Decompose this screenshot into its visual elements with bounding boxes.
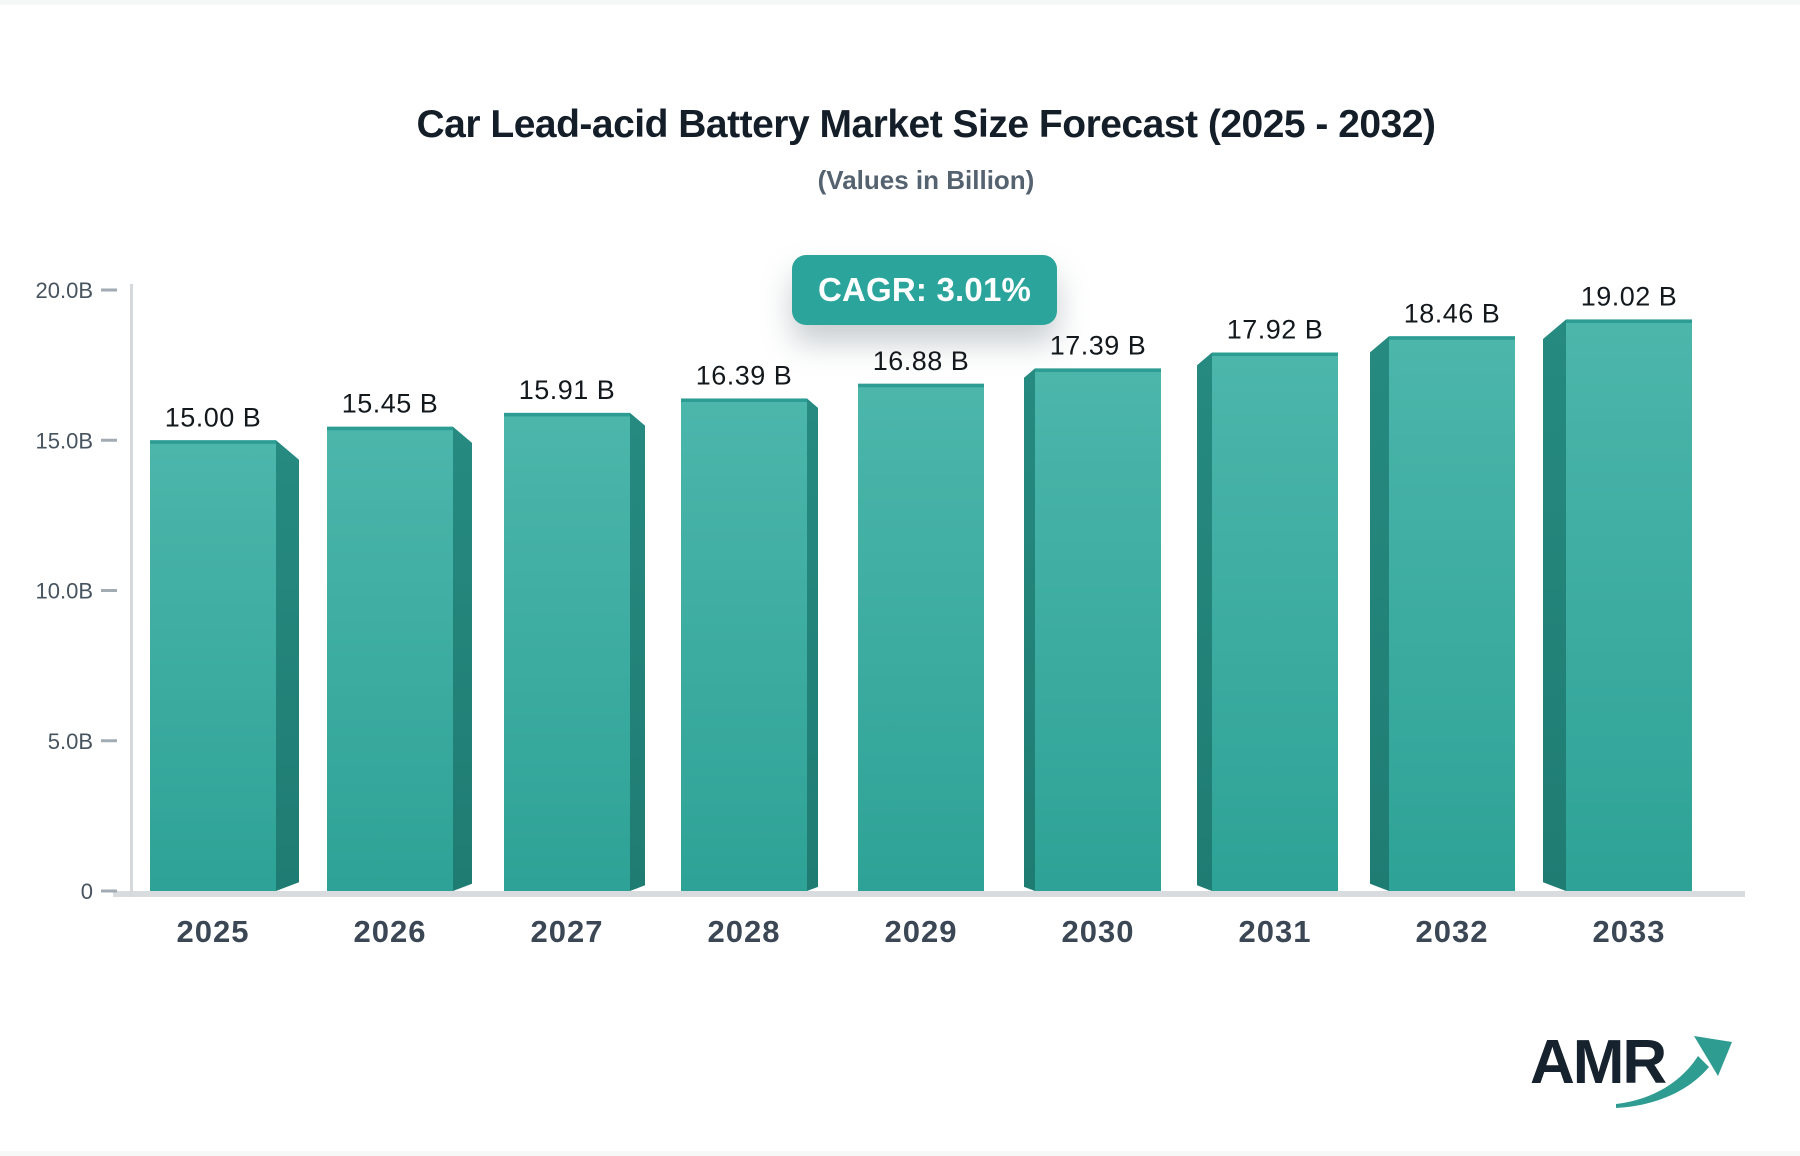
bar-value-label: 15.00 B (165, 402, 262, 432)
bar-side-face (807, 398, 818, 891)
x-axis-category-label: 2029 (885, 914, 958, 949)
bar-top-edge (1566, 319, 1692, 323)
labels-layer: 15.00 B 2025 15.45 B 2026 15.91 B 2027 16.39 B… (165, 281, 1678, 949)
bar-value-label: 19.02 B (1581, 281, 1678, 311)
bar-value-label: 15.45 B (342, 389, 439, 419)
bar-value-label: 18.46 B (1404, 298, 1501, 328)
y-axis-tick-label: 5.0B (48, 729, 93, 754)
x-axis-category-label: 2030 (1062, 914, 1135, 949)
x-axis-category-label: 2027 (531, 914, 604, 949)
bar-side-face (1197, 352, 1212, 891)
bar-2025 (150, 440, 299, 891)
top-edge-strip (0, 0, 1800, 5)
bar-value-label: 17.92 B (1227, 315, 1324, 345)
bar-value-label: 16.88 B (873, 346, 970, 376)
y-axis-tick-label: 10.0B (36, 579, 94, 604)
bar-top-edge (150, 440, 276, 444)
y-axis-tick (101, 739, 117, 743)
bars-layer (150, 319, 1692, 892)
bar-side-face (276, 440, 299, 891)
bar-2029 (858, 383, 984, 891)
bar-top-edge (858, 383, 984, 388)
growth-arrow-icon (1616, 1036, 1732, 1108)
y-axis-tick-label: 15.0B (36, 428, 94, 453)
bar-2030 (1024, 368, 1161, 891)
bar-top-edge (1212, 352, 1338, 357)
x-axis-category-label: 2032 (1416, 914, 1489, 949)
y-axis-line (130, 284, 133, 897)
bar-front-face (504, 412, 630, 891)
chart-header: Car Lead-acid Battery Market Size Foreca… (26, 0, 1800, 196)
bar-side-face (630, 412, 645, 891)
bar-side-face (453, 426, 472, 891)
bar-top-edge (1389, 336, 1515, 340)
bar-2031 (1197, 352, 1338, 891)
y-axis-tick-label: 20.0B (36, 278, 94, 303)
bar-front-face (1212, 352, 1338, 891)
amr-logo: AMR (1530, 1028, 1750, 1118)
x-axis-category-label: 2026 (354, 914, 427, 949)
cagr-badge-label: CAGR: 3.01% (817, 271, 1032, 308)
bar-front-face (1035, 368, 1161, 891)
bar-front-face (681, 398, 807, 891)
bar-top-edge (1035, 368, 1161, 372)
bottom-edge-strip (0, 1151, 1800, 1156)
bar-2032 (1370, 336, 1515, 892)
bar-value-label: 15.91 B (519, 375, 616, 405)
bar-front-face (1389, 336, 1515, 892)
x-axis-category-label: 2031 (1239, 914, 1312, 949)
bar-2028 (681, 398, 818, 891)
bar-front-face (327, 426, 453, 891)
bar-front-face (858, 383, 984, 891)
bar-front-face (1566, 319, 1692, 892)
x-axis-category-label: 2028 (708, 914, 781, 949)
y-axis-tick (101, 288, 117, 292)
amr-logo-text: AMR (1530, 1028, 1667, 1097)
axis-layer: 20.0B 15.0B 10.0B 5.0B 0 (36, 278, 1745, 904)
y-axis-tick (101, 438, 117, 442)
x-axis-category-label: 2033 (1593, 914, 1666, 949)
bar-top-edge (681, 398, 807, 402)
bar-side-face (1370, 336, 1389, 892)
chart-title: Car Lead-acid Battery Market Size Foreca… (416, 103, 1436, 146)
y-axis-tick (101, 589, 117, 592)
bar-top-edge (327, 426, 453, 431)
bar-side-face (1024, 368, 1035, 891)
chart-subtitle: (Values in Billion) (817, 164, 1035, 195)
bar-side-face (1543, 319, 1566, 892)
x-axis-category-label: 2025 (177, 914, 250, 949)
bar-value-label: 17.39 B (1050, 330, 1147, 360)
bar-top-edge (504, 412, 630, 417)
y-axis-tick-label: 0 (81, 879, 93, 904)
bar-2027 (504, 412, 645, 891)
x-axis-baseline (113, 891, 1745, 897)
bar-value-label: 16.39 B (696, 360, 793, 390)
bar-2026 (327, 426, 472, 891)
bar-2033 (1543, 319, 1692, 892)
cagr-badge: CAGR: 3.01% (792, 255, 1057, 325)
y-axis-tick (101, 889, 117, 893)
bar-front-face (150, 440, 276, 891)
